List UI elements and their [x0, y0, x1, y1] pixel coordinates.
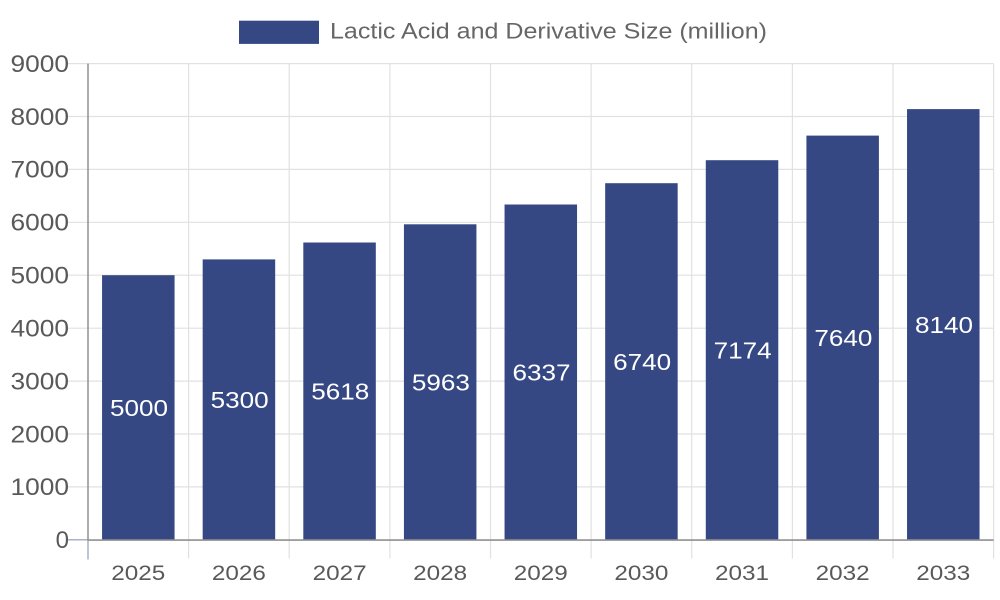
svg-text:4000: 4000	[11, 316, 70, 343]
svg-text:9000: 9000	[11, 51, 70, 78]
svg-text:5618: 5618	[311, 379, 369, 405]
svg-text:6337: 6337	[513, 360, 571, 386]
svg-text:2028: 2028	[413, 562, 467, 585]
svg-text:2025: 2025	[111, 562, 165, 585]
svg-text:7640: 7640	[814, 325, 872, 351]
svg-text:2030: 2030	[614, 562, 668, 585]
svg-text:5000: 5000	[110, 395, 168, 421]
svg-text:0: 0	[56, 527, 69, 554]
svg-text:2031: 2031	[715, 562, 769, 585]
svg-text:2027: 2027	[313, 562, 367, 585]
svg-text:2033: 2033	[916, 562, 970, 585]
svg-text:2026: 2026	[212, 562, 266, 585]
svg-text:6000: 6000	[11, 210, 70, 237]
svg-text:5000: 5000	[11, 263, 70, 290]
svg-text:3000: 3000	[11, 368, 70, 395]
svg-text:Lactic Acid and Derivative Siz: Lactic Acid and Derivative Size (million…	[330, 18, 767, 43]
svg-text:5300: 5300	[211, 387, 269, 413]
svg-text:6740: 6740	[613, 349, 671, 375]
svg-text:5963: 5963	[412, 370, 470, 396]
svg-text:1000: 1000	[11, 474, 70, 501]
svg-text:7000: 7000	[11, 157, 70, 184]
svg-text:8140: 8140	[915, 312, 973, 338]
svg-text:2029: 2029	[514, 562, 568, 585]
svg-text:8000: 8000	[11, 104, 70, 131]
svg-text:2032: 2032	[816, 562, 870, 585]
svg-text:2000: 2000	[11, 421, 70, 448]
svg-text:7174: 7174	[714, 338, 772, 364]
